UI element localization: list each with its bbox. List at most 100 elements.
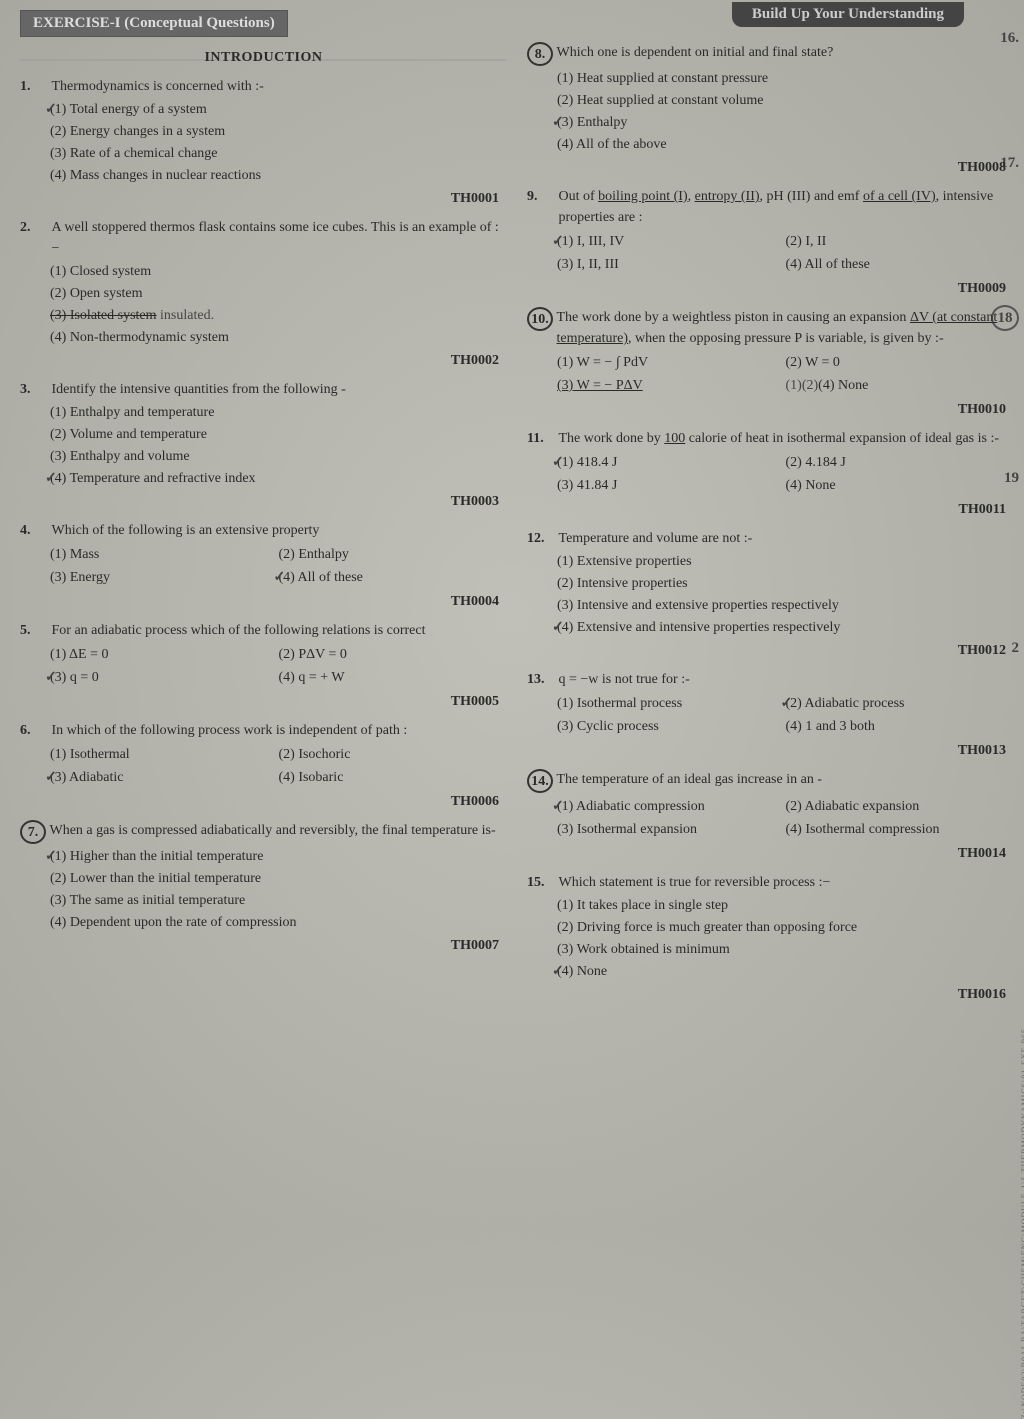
qnum: 11.: [527, 428, 555, 449]
code: TH0012: [527, 640, 1006, 661]
vertical-footer: Z:\NODE02\B0AI-BA\TARGET\CHEM\ENG\MODULE…: [1020, 1028, 1024, 1419]
qtext: Which one is dependent on initial and fi…: [557, 42, 1009, 63]
opt: (4) All of these: [786, 254, 1015, 275]
opt: (3) Isolated system insulated.: [50, 305, 507, 326]
opt: (4) Mass changes in nuclear reactions: [50, 165, 507, 186]
opt: (2) Adiabatic process: [786, 693, 1015, 714]
code: TH0014: [527, 843, 1006, 864]
qtext: Temperature and volume are not :-: [559, 528, 1011, 549]
build-up-banner: Build Up Your Understanding: [732, 2, 964, 27]
opt: (1) Closed system: [50, 261, 507, 282]
code: TH0004: [20, 591, 499, 612]
opt: (4) None: [557, 961, 1014, 982]
opt: (2) 4.184 J: [786, 452, 1015, 473]
qnum: 13.: [527, 669, 555, 690]
qtext: When a gas is compressed adiabatically a…: [50, 820, 502, 841]
qnum: 9.: [527, 186, 555, 207]
opt: (4) Isothermal compression: [786, 819, 1015, 840]
question-7: 7. When a gas is compressed adiabaticall…: [20, 820, 507, 956]
page-content: EXERCISE-I (Conceptual Questions) Build …: [0, 0, 1024, 1228]
opt: (3) Energy: [50, 567, 279, 588]
opt: (1) Total energy of a system: [50, 99, 507, 120]
opt: (1) It takes place in single step: [557, 895, 1014, 916]
opt: (2) Lower than the initial temperature: [50, 868, 507, 889]
options: (1) I, III, IV (2) I, II (3) I, II, III …: [527, 230, 1014, 276]
opt: (3) The same as initial temperature: [50, 890, 507, 911]
opt: (2) Isochoric: [279, 744, 508, 765]
opt: (2) Energy changes in a system: [50, 121, 507, 142]
opt: (1) 418.4 J: [557, 452, 786, 473]
opt: (4) None: [786, 475, 1015, 496]
opt: (1) Extensive properties: [557, 551, 1014, 572]
right-column: 8. Which one is dependent on initial and…: [527, 42, 1014, 1013]
qtext: For an adiabatic process which of the fo…: [52, 620, 504, 641]
question-8: 8. Which one is dependent on initial and…: [527, 42, 1014, 178]
opt: (3) Cyclic process: [557, 716, 786, 737]
opt: (1) ΔE = 0: [50, 644, 279, 665]
question-4: 4. Which of the following is an extensiv…: [20, 520, 507, 612]
opt: (2) PΔV = 0: [279, 644, 508, 665]
qnum: 7.: [20, 820, 46, 844]
opt: (3) Isothermal expansion: [557, 819, 786, 840]
options: (1) Adiabatic compression (2) Adiabatic …: [527, 795, 1014, 841]
qtext: Which of the following is an extensive p…: [52, 520, 504, 541]
question-10: 10. The work done by a weightless piston…: [527, 307, 1014, 420]
options: (1) Total energy of a system (2) Energy …: [20, 99, 507, 186]
qnum: 12.: [527, 528, 555, 549]
qnum: 14.: [527, 769, 553, 793]
code: TH0002: [20, 350, 499, 371]
opt: (2) Intensive properties: [557, 573, 1014, 594]
qtext: The work done by a weightless piston in …: [557, 307, 1009, 349]
options: (1) Mass (2) Enthalpy (3) Energy (4) All…: [20, 543, 507, 589]
opt: (4) Dependent upon the rate of compressi…: [50, 912, 507, 933]
question-11: 11. The work done by 100 calorie of heat…: [527, 428, 1014, 520]
options: (1) Isothermal (2) Isochoric (3) Adiabat…: [20, 743, 507, 789]
strike: (3) Isolated system: [50, 308, 157, 323]
opt: (4) q = + W: [279, 667, 508, 688]
opt: (1) W = − ∫ PdV: [557, 352, 786, 373]
opt: (1)(2)(4) None: [786, 375, 1015, 396]
opt: (4) All of the above: [557, 134, 1014, 155]
options: (1) 418.4 J (2) 4.184 J (3) 41.84 J (4) …: [527, 451, 1014, 497]
opt: (3) W = − PΔV: [557, 375, 786, 396]
opt: (1) I, III, IV: [557, 231, 786, 252]
qtext: The temperature of an ideal gas increase…: [557, 769, 1009, 790]
question-1: 1. Thermodynamics is concerned with :- (…: [20, 76, 507, 209]
options: (1) ΔE = 0 (2) PΔV = 0 (3) q = 0 (4) q =…: [20, 643, 507, 689]
code: TH0016: [527, 984, 1006, 1005]
options: (1) It takes place in single step (2) Dr…: [527, 895, 1014, 982]
opt: (2) Heat supplied at constant volume: [557, 90, 1014, 111]
question-3: 3. Identify the intensive quantities fro…: [20, 379, 507, 512]
options: (1) W = − ∫ PdV (2) W = 0 (3) W = − PΔV …: [527, 351, 1014, 397]
question-2: 2. A well stoppered thermos flask contai…: [20, 217, 507, 371]
options: (1) Isothermal process (2) Adiabatic pro…: [527, 692, 1014, 738]
exercise-header: EXERCISE-I (Conceptual Questions): [20, 10, 288, 37]
code: TH0008: [527, 157, 1006, 178]
options: (1) Extensive properties (2) Intensive p…: [527, 551, 1014, 638]
options: (1) Enthalpy and temperature (2) Volume …: [20, 402, 507, 489]
qtext: The work done by 100 calorie of heat in …: [559, 428, 1011, 449]
opt: (3) Enthalpy: [557, 112, 1014, 133]
opt: (3) Work obtained is minimum: [557, 939, 1014, 960]
section-title: INTRODUCTION: [20, 47, 507, 68]
question-14: 14. The temperature of an ideal gas incr…: [527, 769, 1014, 864]
opt: (4) All of these: [279, 567, 508, 588]
code: TH0009: [527, 278, 1006, 299]
opt: (4) Temperature and refractive index: [50, 468, 507, 489]
question-5: 5. For an adiabatic process which of the…: [20, 620, 507, 712]
qtext: Which statement is true for reversible p…: [559, 872, 1011, 893]
qnum: 8.: [527, 42, 553, 66]
qtext: A well stoppered thermos flask contains …: [52, 217, 504, 259]
code: TH0006: [20, 791, 499, 812]
opt: (3) Enthalpy and volume: [50, 446, 507, 467]
opt: (3) Rate of a chemical change: [50, 143, 507, 164]
opt: (4) Non-thermodynamic system: [50, 327, 507, 348]
qtext: Identify the intensive quantities from t…: [52, 379, 504, 400]
opt: (1) Mass: [50, 544, 279, 565]
opt: (2) Driving force is much greater than o…: [557, 917, 1014, 938]
code: TH0005: [20, 691, 499, 712]
opt: (3) 41.84 J: [557, 475, 786, 496]
qtext: q = −w is not true for :-: [559, 669, 1011, 690]
opt: (2) Volume and temperature: [50, 424, 507, 445]
opt: (2) Enthalpy: [279, 544, 508, 565]
